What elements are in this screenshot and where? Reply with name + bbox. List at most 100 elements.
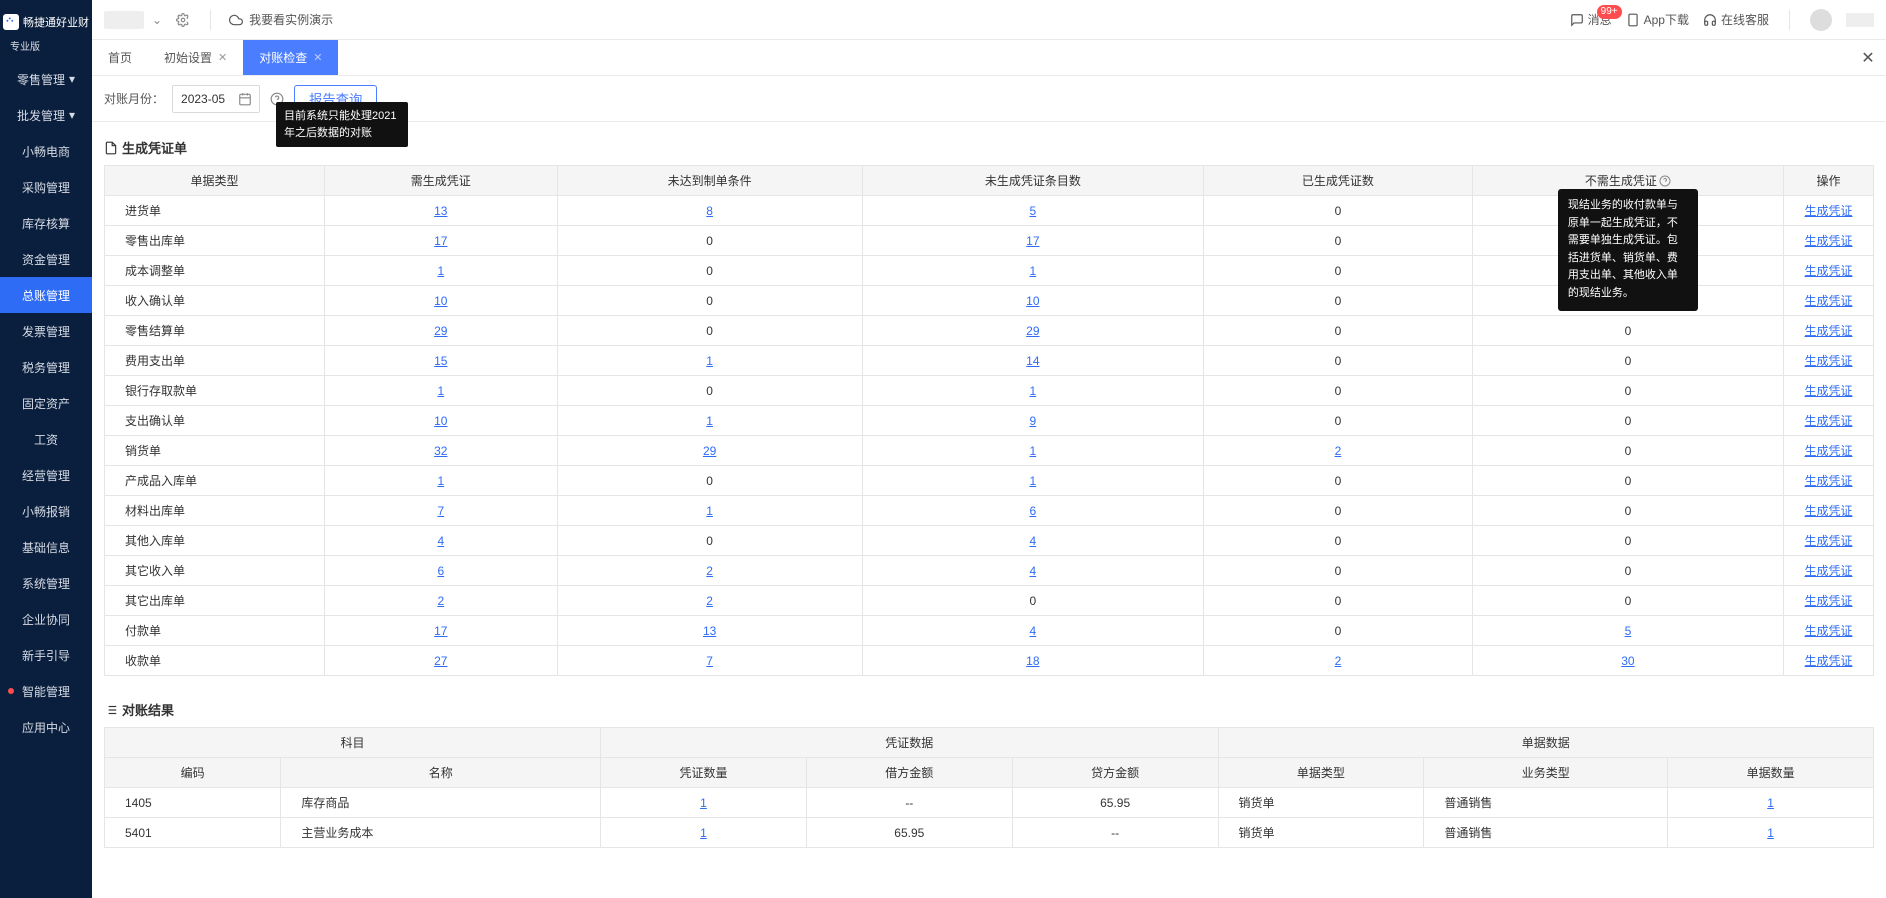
sidebar-item-15[interactable]: 企业协同: [0, 601, 92, 637]
col-a-link[interactable]: 1: [437, 384, 444, 398]
tab-1[interactable]: 初始设置✕: [148, 40, 243, 75]
close-all-tabs-icon[interactable]: ✕: [1850, 40, 1886, 75]
generate-voucher-link[interactable]: 生成凭证: [1804, 534, 1852, 548]
col-b-link[interactable]: 2: [706, 594, 713, 608]
sidebar-item-10[interactable]: 工资: [0, 421, 92, 457]
avatar[interactable]: [1810, 9, 1832, 31]
col-c-link[interactable]: 6: [1029, 504, 1036, 518]
sidebar-item-1[interactable]: 批发管理▾: [0, 97, 92, 133]
tab-close-icon[interactable]: ✕: [218, 51, 227, 64]
col-a-link[interactable]: 27: [434, 654, 447, 668]
col-a-link[interactable]: 4: [437, 534, 444, 548]
tab-close-icon[interactable]: ✕: [313, 51, 322, 64]
generate-voucher-link[interactable]: 生成凭证: [1804, 504, 1852, 518]
sidebar-item-7[interactable]: 发票管理: [0, 313, 92, 349]
generate-voucher-link[interactable]: 生成凭证: [1804, 474, 1852, 488]
sidebar-item-17[interactable]: 智能管理: [0, 673, 92, 709]
col-c-link[interactable]: 4: [1029, 534, 1036, 548]
col-a-link[interactable]: 10: [434, 414, 447, 428]
generate-voucher-link[interactable]: 生成凭证: [1804, 324, 1852, 338]
sidebar-item-16[interactable]: 新手引导: [0, 637, 92, 673]
messages-link[interactable]: 消息 99+: [1570, 11, 1612, 28]
col-c-link[interactable]: 9: [1029, 414, 1036, 428]
col-d-link[interactable]: 2: [1335, 444, 1342, 458]
demo-link[interactable]: 我要看实例演示: [229, 11, 333, 28]
generate-voucher-link[interactable]: 生成凭证: [1804, 624, 1852, 638]
col-c-link[interactable]: 1: [1029, 444, 1036, 458]
col-b-link[interactable]: 2: [706, 564, 713, 578]
col-e-link[interactable]: 30: [1621, 654, 1634, 668]
col-c-link[interactable]: 18: [1026, 654, 1039, 668]
col-c-link[interactable]: 1: [1029, 384, 1036, 398]
generate-voucher-link[interactable]: 生成凭证: [1804, 264, 1852, 278]
sidebar-item-14[interactable]: 系统管理: [0, 565, 92, 601]
col-c-link[interactable]: 1: [1029, 474, 1036, 488]
generate-voucher-link[interactable]: 生成凭证: [1804, 564, 1852, 578]
sidebar-item-6[interactable]: 总账管理: [0, 277, 92, 313]
col-a-link[interactable]: 10: [434, 294, 447, 308]
generate-voucher-link[interactable]: 生成凭证: [1804, 354, 1852, 368]
col-a-link[interactable]: 13: [434, 204, 447, 218]
col-b-link[interactable]: 1: [706, 354, 713, 368]
col-a-link[interactable]: 2: [437, 594, 444, 608]
gear-icon[interactable]: [174, 11, 192, 29]
sidebar-item-11[interactable]: 经营管理: [0, 457, 92, 493]
col-a-link[interactable]: 32: [434, 444, 447, 458]
app-download-link[interactable]: App下载: [1626, 11, 1689, 28]
generate-voucher-link[interactable]: 生成凭证: [1804, 234, 1852, 248]
col-a-link[interactable]: 7: [437, 504, 444, 518]
generate-voucher-link[interactable]: 生成凭证: [1804, 414, 1852, 428]
help-icon[interactable]: [1659, 175, 1671, 187]
sidebar-item-2[interactable]: 小畅电商: [0, 133, 92, 169]
col-b-link[interactable]: 29: [703, 444, 716, 458]
sidebar-item-12[interactable]: 小畅报销: [0, 493, 92, 529]
col-a-link[interactable]: 1: [437, 264, 444, 278]
col-c-link[interactable]: 4: [1029, 624, 1036, 638]
sidebar-item-18[interactable]: 应用中心: [0, 709, 92, 745]
col-e-link[interactable]: 5: [1625, 624, 1632, 638]
sidebar-item-4[interactable]: 库存核算: [0, 205, 92, 241]
voucher-qty-link[interactable]: 1: [700, 826, 707, 840]
generate-voucher-link[interactable]: 生成凭证: [1804, 204, 1852, 218]
col-b-link[interactable]: 1: [706, 414, 713, 428]
col-a-link[interactable]: 15: [434, 354, 447, 368]
col-a-link[interactable]: 17: [434, 234, 447, 248]
generate-voucher-link[interactable]: 生成凭证: [1804, 384, 1852, 398]
sidebar-item-0[interactable]: 零售管理▾: [0, 61, 92, 97]
col-b-link[interactable]: 8: [706, 204, 713, 218]
col-a-link[interactable]: 1: [437, 474, 444, 488]
org-selector[interactable]: ⌄: [104, 11, 162, 29]
col-c-link[interactable]: 29: [1026, 324, 1039, 338]
col-c-link[interactable]: 5: [1029, 204, 1036, 218]
col-a-link[interactable]: 6: [437, 564, 444, 578]
doc-qty-link[interactable]: 1: [1767, 826, 1774, 840]
col-c-link[interactable]: 17: [1026, 234, 1039, 248]
col-c-link[interactable]: 1: [1029, 264, 1036, 278]
sidebar-item-9[interactable]: 固定资产: [0, 385, 92, 421]
col-c-link[interactable]: 14: [1026, 354, 1039, 368]
col-a-link[interactable]: 29: [434, 324, 447, 338]
generate-voucher-link[interactable]: 生成凭证: [1804, 654, 1852, 668]
sidebar-item-5[interactable]: 资金管理: [0, 241, 92, 277]
tabs-bar: 首页初始设置✕对账检查✕ ✕: [92, 40, 1886, 76]
col-b-link[interactable]: 13: [703, 624, 716, 638]
col-c-link[interactable]: 4: [1029, 564, 1036, 578]
voucher-qty-link[interactable]: 1: [700, 796, 707, 810]
sidebar-item-13[interactable]: 基础信息: [0, 529, 92, 565]
calendar-icon[interactable]: [236, 90, 254, 108]
generate-voucher-link[interactable]: 生成凭证: [1804, 594, 1852, 608]
col-b-link[interactable]: 7: [706, 654, 713, 668]
sidebar-item-3[interactable]: 采购管理: [0, 169, 92, 205]
col-a-link[interactable]: 17: [434, 624, 447, 638]
tab-2[interactable]: 对账检查✕: [243, 40, 338, 75]
customer-service-link[interactable]: 在线客服: [1703, 11, 1769, 28]
sidebar-item-8[interactable]: 税务管理: [0, 349, 92, 385]
tab-0[interactable]: 首页: [92, 40, 148, 75]
generate-voucher-link[interactable]: 生成凭证: [1804, 444, 1852, 458]
col-c-link[interactable]: 10: [1026, 294, 1039, 308]
doc-qty-link[interactable]: 1: [1767, 796, 1774, 810]
col-b-link[interactable]: 1: [706, 504, 713, 518]
generate-voucher-link[interactable]: 生成凭证: [1804, 294, 1852, 308]
col-c: 4: [862, 556, 1203, 586]
col-d-link[interactable]: 2: [1335, 654, 1342, 668]
